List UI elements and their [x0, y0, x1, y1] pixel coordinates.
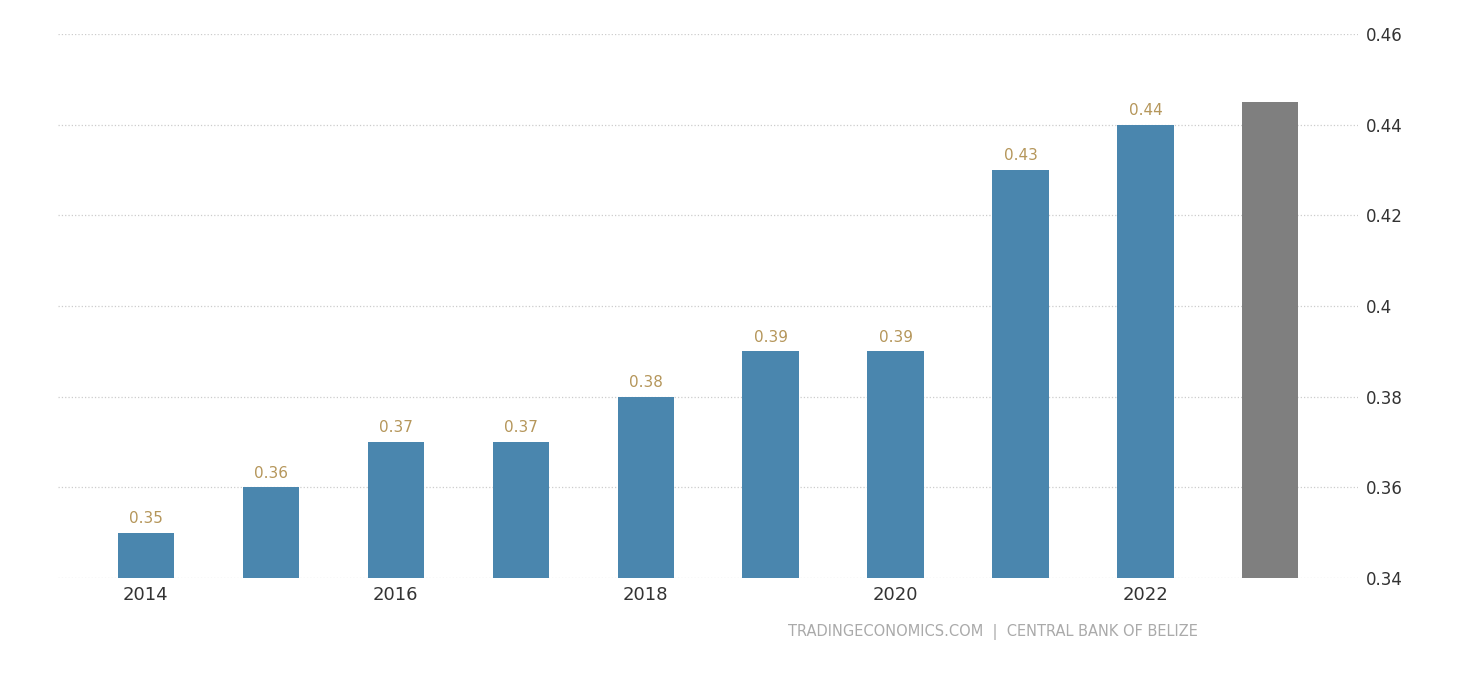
Bar [743, 352, 799, 680]
Text: 0.37: 0.37 [378, 420, 413, 435]
Text: 0.44: 0.44 [1129, 103, 1162, 118]
Bar [492, 442, 549, 680]
Text: 0.36: 0.36 [254, 466, 288, 481]
Text: 0.37: 0.37 [504, 420, 537, 435]
Bar [1242, 102, 1298, 680]
Bar [618, 396, 673, 680]
Text: TRADINGECONOMICS.COM  |  CENTRAL BANK OF BELIZE: TRADINGECONOMICS.COM | CENTRAL BANK OF B… [788, 624, 1197, 641]
Text: 0.38: 0.38 [629, 375, 663, 390]
Bar [368, 442, 423, 680]
Bar [242, 488, 299, 680]
Bar [1117, 124, 1174, 680]
Text: 0.43: 0.43 [1003, 148, 1038, 163]
Bar [867, 352, 924, 680]
Text: 0.35: 0.35 [128, 511, 164, 526]
Bar [993, 170, 1048, 680]
Text: 0.39: 0.39 [879, 330, 912, 345]
Text: 0.39: 0.39 [753, 330, 787, 345]
Bar [118, 532, 174, 680]
